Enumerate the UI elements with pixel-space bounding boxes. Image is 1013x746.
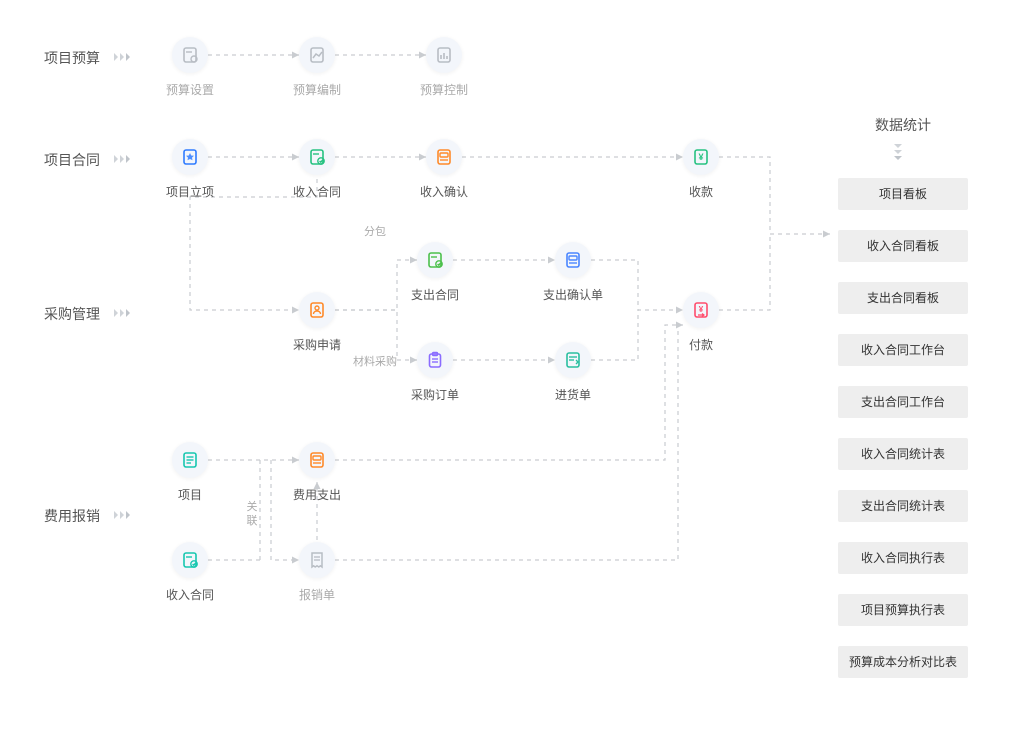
node-label: 收款	[671, 183, 731, 200]
node-reimb[interactable]: 报销单	[287, 542, 347, 603]
node-label: 支出合同	[405, 286, 465, 303]
row-label-row-budget: 项目预算	[44, 48, 114, 68]
report-btn-r10[interactable]: 预算成本分析对比表	[838, 646, 968, 678]
node-label: 预算控制	[414, 81, 474, 98]
node-proj[interactable]: 项目	[160, 442, 220, 503]
node-label: 进货单	[543, 386, 603, 403]
node-label: 支出确认单	[543, 286, 603, 303]
report-btn-r3[interactable]: 支出合同看板	[838, 282, 968, 314]
svg-text:¥: ¥	[699, 305, 704, 314]
clipboard-icon	[417, 342, 453, 378]
node-income-cont2[interactable]: 收入合同	[160, 542, 220, 603]
node-exp-conf[interactable]: 支出确认单	[543, 242, 603, 303]
report-btn-r4[interactable]: 收入合同工作台	[838, 334, 968, 366]
node-label: 收入合同	[160, 586, 220, 603]
node-label: 项目立项	[160, 183, 220, 200]
row-label-row-expense: 费用报销	[44, 506, 114, 526]
node-budget-setup[interactable]: 预算设置	[160, 37, 220, 98]
doc-plain-icon	[172, 442, 208, 478]
node-expense-pay[interactable]: 费用支出	[287, 442, 347, 503]
node-label: 收入确认	[414, 183, 474, 200]
node-label: 预算编制	[287, 81, 347, 98]
node-label: 报销单	[287, 586, 347, 603]
doc-star-icon	[172, 139, 208, 175]
node-purchase-ord[interactable]: 采购订单	[405, 342, 465, 403]
row-arrow-icon	[114, 510, 132, 520]
node-label: 项目	[160, 486, 220, 503]
edges-layer	[0, 0, 1013, 746]
node-label: 费用支出	[287, 486, 347, 503]
node-goods-in[interactable]: 进货单	[543, 342, 603, 403]
node-purchase-req[interactable]: 采购申请	[287, 292, 347, 353]
svg-text:¥: ¥	[698, 152, 703, 162]
report-btn-r5[interactable]: 支出合同工作台	[838, 386, 968, 418]
report-btn-r8[interactable]: 收入合同执行表	[838, 542, 968, 574]
node-label: 采购申请	[287, 336, 347, 353]
node-income-conf[interactable]: 收入确认	[414, 139, 474, 200]
doc-badge-icon	[426, 139, 462, 175]
reports-header: 数据统计	[838, 115, 968, 135]
node-payment[interactable]: ¥ 付款	[671, 292, 731, 353]
node-label: 收入合同	[287, 183, 347, 200]
doc-person-icon	[299, 292, 335, 328]
row-arrow-icon	[114, 52, 132, 62]
down-arrow-icon	[891, 144, 905, 169]
node-label: 预算设置	[160, 81, 220, 98]
row-arrow-icon	[114, 154, 132, 164]
node-receipt[interactable]: ¥ 收款	[671, 139, 731, 200]
node-proj-init[interactable]: 项目立项	[160, 139, 220, 200]
annotation-ann-link: 关 联	[245, 500, 259, 528]
node-budget-ctrl[interactable]: 预算控制	[414, 37, 474, 98]
annotation-ann-material: 材料采购	[348, 355, 402, 369]
node-budget-edit[interactable]: 预算编制	[287, 37, 347, 98]
chart-doc-icon	[299, 37, 335, 73]
doc-badge-icon	[555, 242, 591, 278]
doc-check-icon	[172, 542, 208, 578]
doc-check-icon	[299, 139, 335, 175]
node-label: 付款	[671, 336, 731, 353]
node-income-cont[interactable]: 收入合同	[287, 139, 347, 200]
doc-bars-icon	[426, 37, 462, 73]
node-label: 采购订单	[405, 386, 465, 403]
report-btn-r6[interactable]: 收入合同统计表	[838, 438, 968, 470]
doc-in-icon	[555, 342, 591, 378]
doc-check-icon	[417, 242, 453, 278]
report-btn-r2[interactable]: 收入合同看板	[838, 230, 968, 262]
doc-badge-icon	[299, 442, 335, 478]
money-out-icon: ¥	[683, 292, 719, 328]
row-arrow-icon	[114, 308, 132, 318]
annotation-ann-subcontract: 分包	[358, 225, 392, 239]
row-label-row-purchase: 采购管理	[44, 304, 114, 324]
node-exp-cont[interactable]: 支出合同	[405, 242, 465, 303]
doc-gear-icon	[172, 37, 208, 73]
report-btn-r9[interactable]: 项目预算执行表	[838, 594, 968, 626]
money-in-icon: ¥	[683, 139, 719, 175]
report-btn-r7[interactable]: 支出合同统计表	[838, 490, 968, 522]
report-btn-r1[interactable]: 项目看板	[838, 178, 968, 210]
row-label-row-contract: 项目合同	[44, 150, 114, 170]
receipt-icon	[299, 542, 335, 578]
